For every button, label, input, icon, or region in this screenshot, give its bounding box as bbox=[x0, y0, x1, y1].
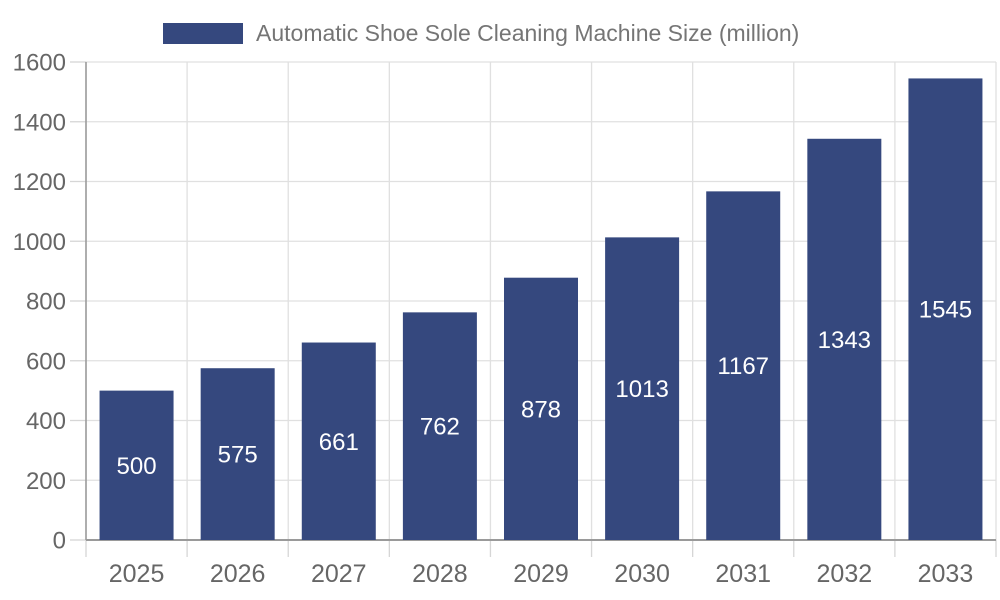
y-tick-label: 1400 bbox=[13, 109, 66, 136]
y-tick-label: 600 bbox=[26, 348, 66, 375]
bar bbox=[605, 237, 680, 540]
y-tick-label: 1200 bbox=[13, 169, 66, 196]
bar-value-label: 661 bbox=[319, 429, 359, 456]
bar-value-label: 1167 bbox=[717, 353, 769, 380]
x-tick-label: 2028 bbox=[412, 560, 468, 588]
bar bbox=[807, 138, 882, 540]
y-tick-label: 800 bbox=[26, 289, 66, 316]
legend-label: Automatic Shoe Sole Cleaning Machine Siz… bbox=[256, 20, 800, 46]
bar-value-label: 575 bbox=[218, 442, 258, 469]
y-tick-label: 1000 bbox=[13, 229, 66, 256]
x-tick-label: 2033 bbox=[918, 560, 974, 588]
bar bbox=[99, 390, 174, 540]
x-tick-label: 2027 bbox=[311, 560, 367, 588]
bar bbox=[402, 312, 477, 540]
bar-value-label: 1013 bbox=[615, 376, 668, 403]
bar bbox=[200, 368, 275, 540]
legend-swatch bbox=[163, 23, 243, 44]
bar-value-label: 1545 bbox=[919, 297, 972, 324]
x-tick-label: 2026 bbox=[210, 560, 266, 588]
chart-legend[interactable]: Automatic Shoe Sole Cleaning Machine Siz… bbox=[163, 20, 799, 47]
x-tick-label: 2030 bbox=[614, 560, 670, 588]
bar-value-label: 762 bbox=[420, 414, 460, 441]
y-tick-label: 1600 bbox=[13, 50, 66, 77]
bar bbox=[301, 342, 376, 540]
bar-value-label: 878 bbox=[521, 396, 561, 423]
bar bbox=[706, 191, 781, 540]
y-tick-label: 400 bbox=[26, 408, 66, 435]
x-tick-label: 2031 bbox=[715, 560, 771, 588]
bar bbox=[504, 277, 578, 540]
y-tick-label: 0 bbox=[53, 528, 66, 555]
bar-value-label: 1343 bbox=[818, 327, 871, 354]
x-tick-label: 2032 bbox=[817, 560, 873, 588]
x-tick-label: 2029 bbox=[513, 560, 569, 588]
bar-value-label: 500 bbox=[117, 453, 157, 480]
y-tick-label: 200 bbox=[26, 468, 66, 495]
x-tick-label: 2025 bbox=[109, 560, 165, 588]
bar bbox=[908, 78, 983, 541]
